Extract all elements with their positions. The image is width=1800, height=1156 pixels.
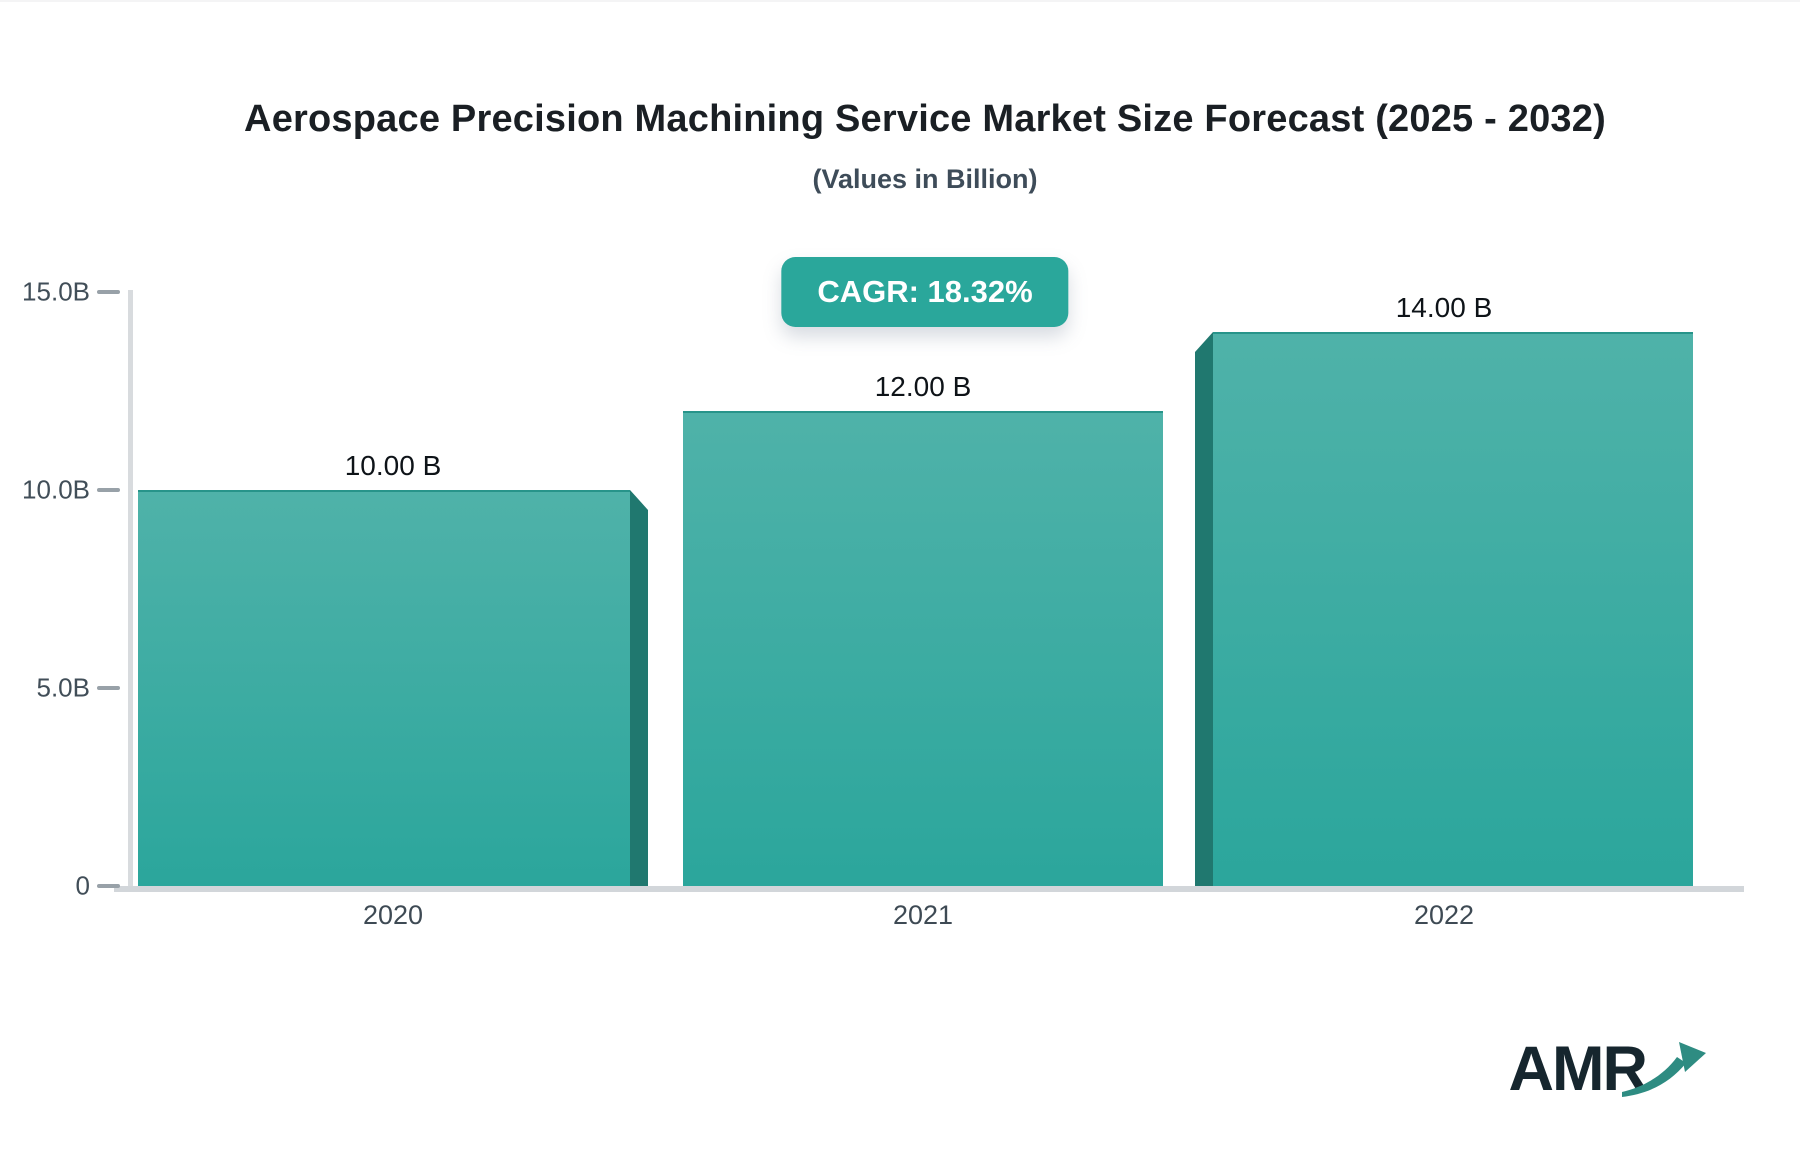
bar-2020: 10.00 B (138, 450, 648, 886)
y-tick-label-10.0B: 10.0B (22, 474, 90, 505)
x-axis-label-2021: 2021 (892, 900, 954, 930)
chart-subtitle: (Values in Billion) (812, 164, 1038, 194)
y-tick-mark (97, 884, 120, 888)
bar-face-2022 (1213, 332, 1693, 886)
bar-value-label-2020: 10.00 B (344, 450, 442, 481)
growth-arrow-icon (1622, 1042, 1706, 1097)
x-axis-baseline (114, 886, 1744, 892)
bar-3d-edge (1195, 332, 1213, 886)
cagr-badge: CAGR: 18.32% (781, 257, 1069, 327)
y-tick-mark (97, 488, 120, 492)
bar-3d-edge (630, 490, 648, 886)
y-tick-label-15.0B: 15.0B (22, 276, 90, 307)
bar-2022: 14.00 B (1195, 292, 1693, 886)
y-tick-label-5.0B: 5.0B (36, 672, 91, 703)
y-axis-line (128, 290, 133, 890)
chart-title: Aerospace Precision Machining Service Ma… (244, 98, 1606, 140)
amr-logo: AMR (1509, 1038, 1708, 1101)
bar-value-label-2021: 12.00 B (874, 371, 972, 402)
y-tick-mark (97, 686, 120, 690)
x-axis-label-2022: 2022 (1413, 900, 1475, 930)
amr-logo-text: AMR (1508, 1034, 1648, 1104)
y-tick-label-0: 0 (75, 870, 90, 901)
bar-face-2021 (683, 411, 1163, 886)
bar-2021: 12.00 B (683, 371, 1163, 886)
y-tick-mark (97, 290, 120, 294)
bar-face-2020 (138, 490, 630, 886)
bar-value-label-2022: 14.00 B (1395, 292, 1493, 323)
x-axis-label-2020: 2020 (362, 900, 424, 930)
